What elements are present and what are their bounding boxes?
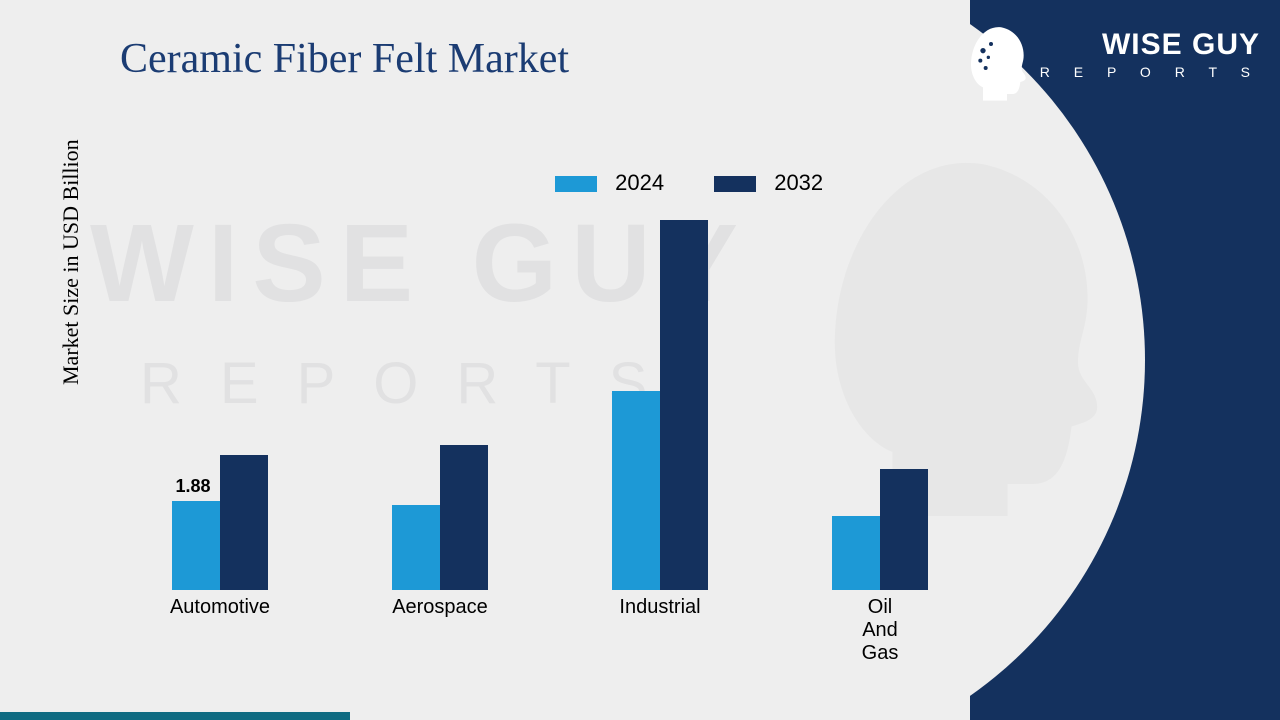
legend-swatch-2024 [555,176,597,192]
chart-title: Ceramic Fiber Felt Market [120,35,569,83]
bar-2024 [392,505,440,591]
bar-2032 [880,469,928,590]
bar-2032 [660,220,708,591]
brand-logo: WISE GUY R E P O R T S [1040,28,1260,80]
legend-item-2032: 2032 [714,170,823,196]
footer-accent-bar [0,712,350,720]
brand-line1: WISE GUY [1040,28,1260,62]
plot-area: Automotive1.88AerospaceIndustrialOilAndG… [140,210,940,590]
category-label: Automotive [145,596,295,619]
legend-swatch-2032 [714,176,756,192]
chart-canvas: WISE GUY REPORTS Ceramic Fiber Felt Mark… [0,0,1280,720]
legend: 2024 2032 [555,170,823,196]
bar-2032 [440,445,488,590]
category-label: Industrial [585,596,735,619]
bar-2024 [172,501,220,590]
brand-line2: R E P O R T S [1040,64,1260,80]
category-label: OilAndGas [805,596,955,665]
value-label: 1.88 [145,476,241,497]
legend-item-2024: 2024 [555,170,664,196]
y-axis-label: Market Size in USD Billion [58,139,84,385]
legend-label-2032: 2032 [774,170,823,195]
bar-2024 [612,391,660,591]
bar-2024 [832,516,880,590]
legend-label-2024: 2024 [615,170,664,195]
category-label: Aerospace [365,596,515,619]
brand-head-icon [960,24,1030,104]
